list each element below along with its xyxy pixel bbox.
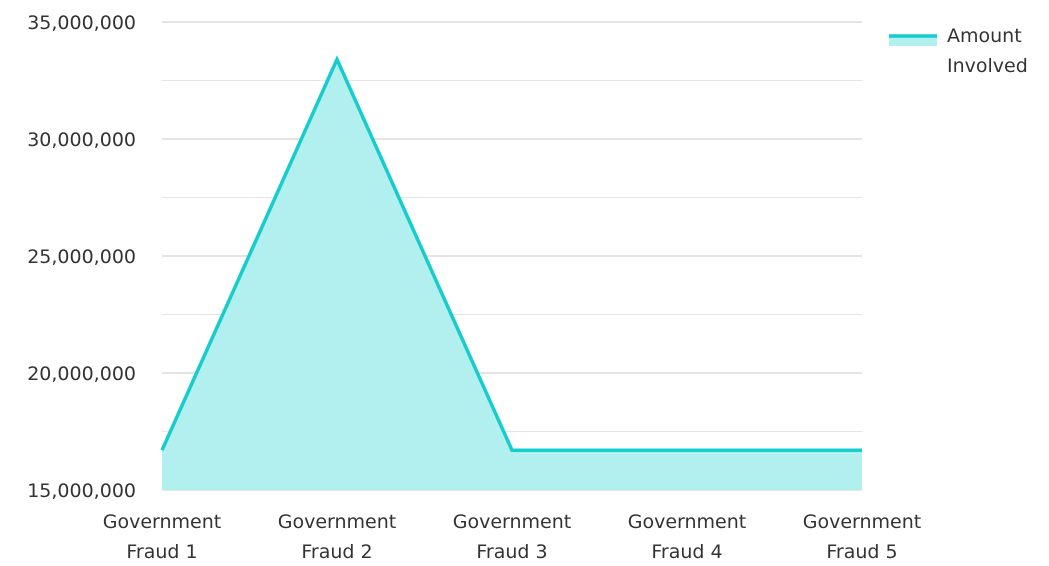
x-tick-label: Government Fraud 3 bbox=[453, 511, 572, 562]
y-tick-label: 20,000,000 bbox=[27, 363, 136, 385]
y-tick-label: 15,000,000 bbox=[27, 480, 136, 502]
legend-swatch-fill bbox=[889, 35, 937, 46]
x-tick-label: Government Fraud 4 bbox=[628, 511, 747, 562]
series-area-amount-involved bbox=[162, 59, 862, 490]
x-tick-label-line: Government bbox=[103, 511, 222, 533]
x-tick-label-line: Government bbox=[803, 511, 922, 533]
x-tick-label: Government Fraud 1 bbox=[103, 511, 222, 562]
y-tick-label: 35,000,000 bbox=[27, 12, 136, 34]
x-tick-label-line: Government bbox=[453, 511, 572, 533]
x-tick-label-line: Fraud 1 bbox=[126, 541, 197, 562]
x-tick-label-line: Government bbox=[278, 511, 397, 533]
x-tick-label-line: Fraud 5 bbox=[826, 541, 897, 562]
y-tick-label: 25,000,000 bbox=[27, 246, 136, 268]
x-tick-label: Government Fraud 5 bbox=[803, 511, 922, 562]
legend-label-line: Involved bbox=[947, 55, 1028, 77]
x-tick-label-line: Government bbox=[628, 511, 747, 533]
y-axis-tick-labels: 15,000,000 20,000,000 25,000,000 30,000,000… bbox=[27, 12, 136, 502]
series-line-amount-involved bbox=[160, 55, 862, 452]
x-tick-label-line: Fraud 3 bbox=[476, 541, 547, 562]
legend-label-amount-involved: Amount Involved bbox=[947, 25, 1028, 77]
legend: Amount Involved bbox=[889, 25, 1028, 77]
y-tick-label: 30,000,000 bbox=[27, 129, 136, 151]
x-tick-label-line: Fraud 2 bbox=[301, 541, 372, 562]
legend-label-line: Amount bbox=[947, 25, 1022, 47]
series-area-layer bbox=[160, 55, 862, 490]
x-tick-label-line: Fraud 4 bbox=[651, 541, 722, 562]
x-tick-label: Government Fraud 2 bbox=[278, 511, 397, 562]
